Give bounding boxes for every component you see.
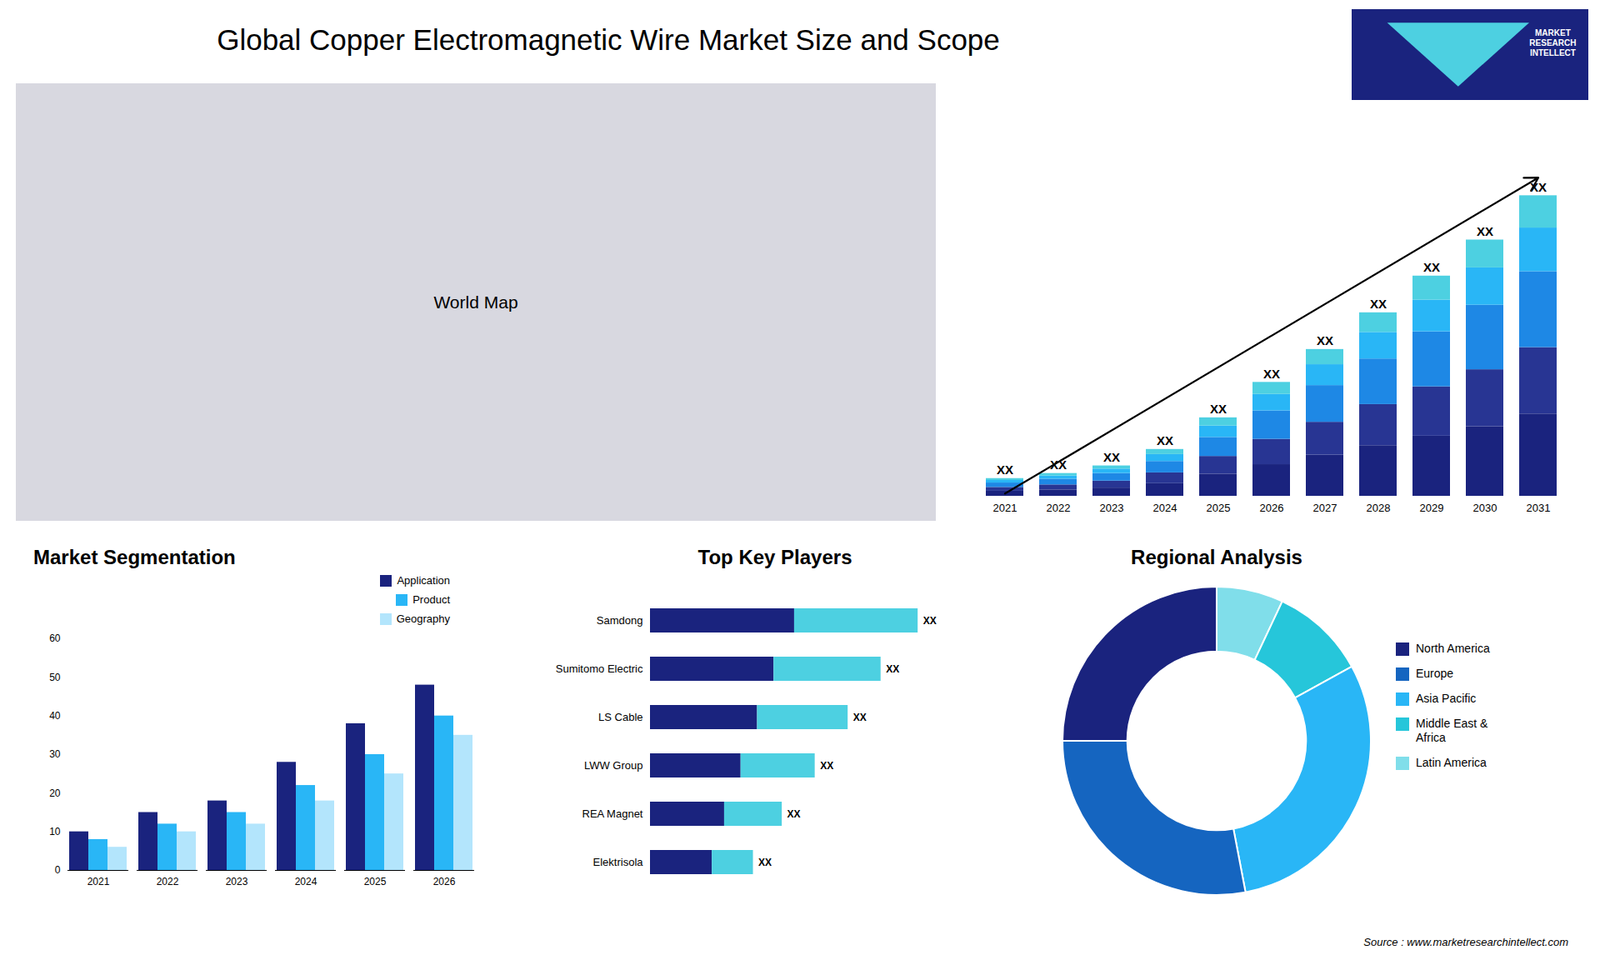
html-text:Global Copper Electromagnetic: Global Copper Electromagnetic Wire Marke… — [216, 23, 1000, 56]
svg-text:2023: 2023 — [1100, 501, 1125, 515]
svg-text:XX: XX — [853, 711, 867, 724]
svg-text:2024: 2024 — [1153, 501, 1178, 515]
svg-text:XX: XX — [758, 856, 772, 869]
svg-text:XX: XX — [1316, 333, 1334, 348]
svg-text:REA Magnet: REA Magnet — [582, 807, 644, 820]
svg-text:2025: 2025 — [1206, 501, 1231, 515]
svg-text:Asia Pacific: Asia Pacific — [1415, 691, 1476, 705]
html-text:Source : www.marketresearchint: Source : www.marketresearchintellect.com — [1363, 935, 1569, 949]
svg-text:10: 10 — [49, 825, 61, 838]
svg-text:XX: XX — [1476, 224, 1494, 239]
svg-text:XX: XX — [1370, 296, 1387, 311]
svg-text:XX: XX — [996, 462, 1014, 477]
svg-text:XX: XX — [1263, 366, 1280, 381]
svg-text:MARKETRESEARCHINTELLECT: MARKETRESEARCHINTELLECT — [1529, 28, 1576, 58]
svg-text:0: 0 — [55, 864, 61, 876]
svg-text:2021: 2021 — [993, 501, 1018, 515]
svg-text:Sumitomo Electric: Sumitomo Electric — [555, 662, 644, 675]
svg-text:2021: 2021 — [87, 875, 110, 888]
svg-text:XX: XX — [1423, 260, 1440, 275]
svg-text:2026: 2026 — [1260, 501, 1285, 515]
svg-text:50: 50 — [49, 671, 61, 684]
svg-text:XX: XX — [885, 663, 900, 675]
svg-text:Latin America: Latin America — [1415, 755, 1487, 770]
svg-text:XX: XX — [1050, 457, 1067, 472]
svg-text:XX: XX — [820, 760, 834, 772]
svg-text:2024: 2024 — [295, 875, 318, 888]
svg-text:30: 30 — [49, 748, 61, 760]
svg-text:40: 40 — [49, 710, 61, 722]
svg-text:Elektrisola: Elektrisola — [593, 855, 645, 869]
svg-text:Samdong: Samdong — [596, 614, 644, 627]
svg-text:2027: 2027 — [1313, 501, 1338, 515]
svg-text:60: 60 — [49, 632, 61, 645]
svg-text:Middle East &Africa: Middle East &Africa — [1415, 716, 1489, 745]
svg-text:XX: XX — [1103, 450, 1120, 465]
html-text:Market Segmentation: Market Segmentation — [33, 545, 236, 569]
svg-text:2028: 2028 — [1366, 501, 1391, 515]
svg-text:2031: 2031 — [1526, 501, 1551, 515]
html-text:Top Key Players: Top Key Players — [697, 545, 853, 569]
html-text:Product: Product — [412, 593, 450, 606]
svg-text:2026: 2026 — [433, 875, 456, 888]
svg-text:2025: 2025 — [364, 875, 387, 888]
svg-text:Europe: Europe — [1415, 666, 1454, 680]
html-text:Application: Application — [397, 574, 450, 587]
svg-text:20: 20 — [49, 787, 61, 800]
svg-text:XX: XX — [923, 615, 937, 627]
svg-text:XX: XX — [1210, 401, 1227, 416]
html-text:Geography: Geography — [396, 612, 450, 625]
svg-text:2029: 2029 — [1420, 501, 1445, 515]
svg-text:North America: North America — [1415, 641, 1490, 655]
svg-text:XX: XX — [1156, 433, 1174, 448]
svg-text:LS Cable: LS Cable — [598, 710, 643, 724]
svg-text:XX: XX — [787, 808, 801, 820]
svg-text:XX: XX — [1530, 179, 1547, 194]
svg-text:LWW Group: LWW Group — [584, 759, 644, 772]
html-text:World Map: World Map — [433, 292, 518, 312]
svg-text:2022: 2022 — [1046, 501, 1071, 515]
svg-text:2030: 2030 — [1473, 501, 1498, 515]
svg-text:2022: 2022 — [156, 875, 180, 888]
html-text:Regional Analysis: Regional Analysis — [1130, 545, 1303, 569]
svg-text:2023: 2023 — [225, 875, 249, 888]
